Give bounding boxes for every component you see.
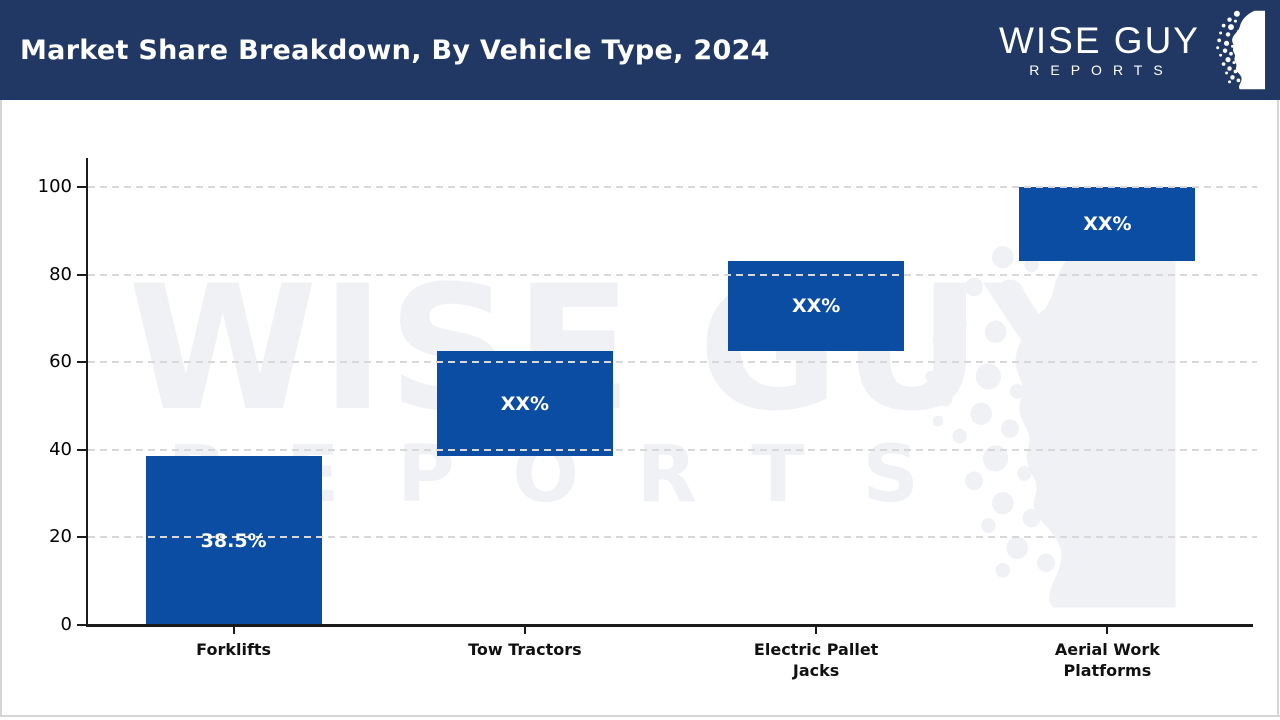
y-tick-mark bbox=[77, 361, 86, 364]
bar-value-label: XX% bbox=[1083, 213, 1132, 236]
y-tick-label: 0 bbox=[60, 614, 72, 635]
bar-segment bbox=[728, 261, 905, 352]
bar-segment bbox=[145, 456, 322, 625]
logo-text: WISE GUY REPORTS bbox=[998, 19, 1200, 79]
logo-subtitle: REPORTS bbox=[1029, 62, 1174, 79]
x-tick-mark bbox=[232, 626, 235, 634]
bar-value-label: 38.5% bbox=[200, 529, 267, 552]
y-tick-label: 20 bbox=[49, 526, 72, 548]
bar-segment bbox=[436, 351, 613, 457]
x-tick-mark bbox=[815, 626, 818, 634]
bar-value-label: XX% bbox=[791, 295, 841, 318]
logo-face-dots-icon bbox=[1216, 10, 1266, 90]
y-tick-label: 60 bbox=[49, 351, 72, 373]
page-border-bottom bbox=[0, 715, 1280, 717]
page-border-left bbox=[0, 100, 2, 716]
y-tick-mark bbox=[77, 624, 86, 626]
y-tick-label: 80 bbox=[49, 263, 72, 285]
x-category-label: Tow Tractors bbox=[468, 640, 582, 659]
y-tick-mark bbox=[77, 186, 86, 188]
header-bar: Market Share Breakdown, By Vehicle Type,… bbox=[0, 0, 1280, 100]
bar-value-label: XX% bbox=[500, 392, 550, 415]
x-category-label: Forklifts bbox=[196, 640, 272, 659]
page-title: Market Share Breakdown, By Vehicle Type,… bbox=[20, 34, 770, 66]
x-tick-mark bbox=[1106, 626, 1109, 634]
y-tick-label: 100 bbox=[37, 176, 72, 197]
x-category-label: Electric Pallet Jacks bbox=[753, 640, 879, 680]
page-border-right bbox=[1277, 100, 1279, 716]
y-tick-mark bbox=[77, 536, 86, 539]
y-axis-line bbox=[86, 158, 88, 627]
bar-segment bbox=[1019, 187, 1196, 262]
x-category-label: Aerial Work Platforms bbox=[1054, 640, 1160, 680]
x-axis-line bbox=[86, 624, 1253, 627]
watermark-text: WISE GUY bbox=[128, 248, 1113, 449]
y-tick-mark bbox=[77, 273, 86, 276]
y-tick-mark bbox=[77, 448, 86, 451]
wise-guy-reports-logo: WISE GUY REPORTS bbox=[999, 6, 1268, 94]
logo-wordmark: WISE GUY bbox=[998, 19, 1200, 61]
x-tick-mark bbox=[523, 626, 526, 634]
y-tick-label: 40 bbox=[49, 438, 72, 460]
